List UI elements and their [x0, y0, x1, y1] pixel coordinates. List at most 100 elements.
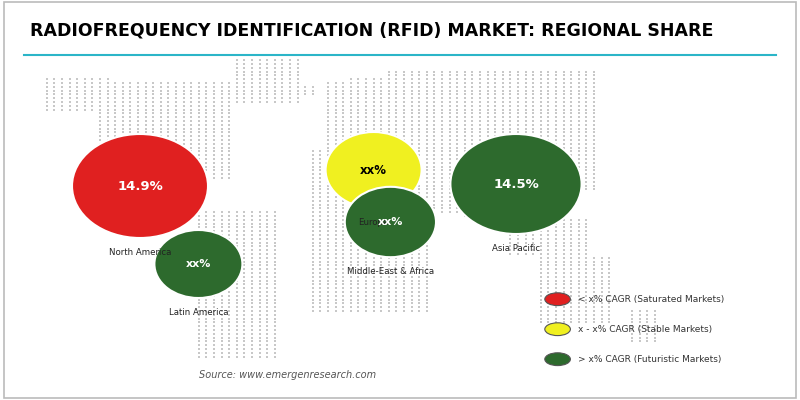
Point: [200, 232, 213, 238]
Point: [497, 76, 510, 82]
Point: [253, 342, 266, 348]
Point: [238, 224, 251, 231]
Point: [330, 232, 342, 238]
Point: [352, 137, 365, 143]
Point: [519, 72, 532, 79]
Point: [595, 274, 608, 280]
Point: [109, 118, 122, 124]
Point: [558, 179, 570, 185]
Point: [185, 152, 198, 158]
Point: [124, 175, 137, 181]
Point: [117, 129, 130, 136]
Point: [542, 194, 555, 200]
Point: [519, 239, 532, 246]
Point: [398, 232, 410, 238]
Point: [200, 95, 213, 102]
Point: [314, 251, 327, 257]
Point: [261, 296, 274, 303]
Point: [345, 126, 358, 132]
Point: [443, 137, 456, 143]
Point: [162, 110, 175, 117]
Point: [40, 106, 53, 113]
Point: [497, 88, 510, 94]
Point: [580, 304, 593, 310]
Point: [398, 209, 410, 216]
Point: [352, 289, 365, 295]
Point: [223, 156, 236, 162]
Point: [330, 236, 342, 242]
Point: [215, 243, 228, 250]
Point: [147, 129, 160, 136]
Point: [390, 164, 403, 170]
Point: [314, 186, 327, 193]
Text: 14.9%: 14.9%: [117, 180, 163, 192]
Point: [170, 95, 182, 102]
Point: [458, 99, 471, 105]
Point: [512, 144, 525, 151]
Point: [306, 228, 319, 234]
Text: 14.5%: 14.5%: [493, 178, 539, 190]
Point: [367, 88, 380, 94]
Point: [398, 281, 410, 288]
Point: [565, 236, 578, 242]
Point: [542, 255, 555, 261]
Point: [131, 171, 145, 178]
Point: [367, 84, 380, 90]
Point: [345, 194, 358, 200]
Point: [185, 114, 198, 120]
Point: [443, 126, 456, 132]
Point: [550, 133, 562, 140]
Point: [139, 122, 152, 128]
Point: [178, 175, 190, 181]
Point: [497, 122, 510, 128]
Point: [534, 300, 547, 307]
Point: [223, 224, 236, 231]
Point: [56, 95, 69, 102]
Point: [322, 133, 334, 140]
Point: [345, 129, 358, 136]
Point: [352, 80, 365, 86]
Point: [269, 274, 282, 280]
Point: [413, 156, 426, 162]
Point: [527, 182, 540, 189]
Point: [101, 91, 114, 98]
Point: [131, 126, 145, 132]
Point: [382, 293, 395, 299]
Point: [208, 118, 221, 124]
Point: [626, 315, 638, 322]
Point: [162, 88, 175, 94]
Point: [413, 266, 426, 272]
Point: [40, 95, 53, 102]
Point: [193, 129, 205, 136]
Point: [360, 270, 373, 276]
Point: [375, 194, 388, 200]
Point: [451, 129, 464, 136]
Point: [451, 167, 464, 174]
Point: [558, 129, 570, 136]
Point: [580, 281, 593, 288]
Point: [527, 133, 540, 140]
Point: [352, 122, 365, 128]
Point: [238, 228, 251, 234]
Point: [375, 300, 388, 307]
Point: [101, 103, 114, 109]
Point: [558, 133, 570, 140]
Point: [451, 133, 464, 140]
Point: [223, 144, 236, 151]
Point: [246, 217, 258, 223]
Point: [63, 103, 76, 109]
Point: [352, 239, 365, 246]
Point: [215, 262, 228, 269]
Point: [421, 122, 434, 128]
Point: [147, 171, 160, 178]
Point: [558, 160, 570, 166]
Point: [352, 95, 365, 102]
Point: [398, 179, 410, 185]
Point: [223, 228, 236, 234]
Point: [558, 255, 570, 261]
Point: [534, 312, 547, 318]
Point: [360, 160, 373, 166]
Point: [367, 270, 380, 276]
Point: [565, 293, 578, 299]
Point: [306, 262, 319, 269]
